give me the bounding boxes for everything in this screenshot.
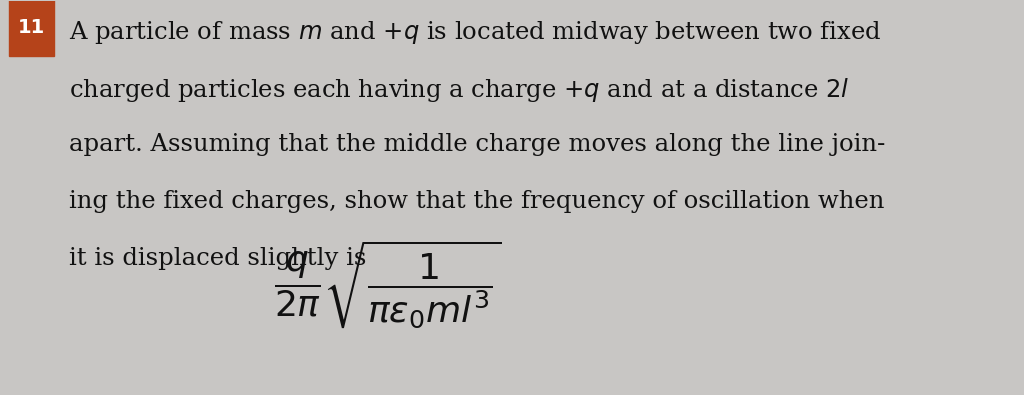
- Text: apart. Assuming that the middle charge moves along the line join-: apart. Assuming that the middle charge m…: [70, 133, 886, 156]
- FancyBboxPatch shape: [9, 0, 54, 56]
- Text: charged particles each having a charge $+q$ and at a distance $2l$: charged particles each having a charge $…: [70, 76, 850, 104]
- Text: ing the fixed charges, show that the frequency of oscillation when: ing the fixed charges, show that the fre…: [70, 190, 885, 213]
- Text: 11: 11: [17, 18, 45, 38]
- Text: $\dfrac{q}{2\pi}\sqrt{\dfrac{1}{\pi\epsilon_0 m l^3}}$: $\dfrac{q}{2\pi}\sqrt{\dfrac{1}{\pi\epsi…: [273, 239, 501, 331]
- Text: A particle of mass $m$ and $+q$ is located midway between two fixed: A particle of mass $m$ and $+q$ is locat…: [70, 19, 882, 46]
- Text: it is displaced slightly is: it is displaced slightly is: [70, 246, 367, 269]
